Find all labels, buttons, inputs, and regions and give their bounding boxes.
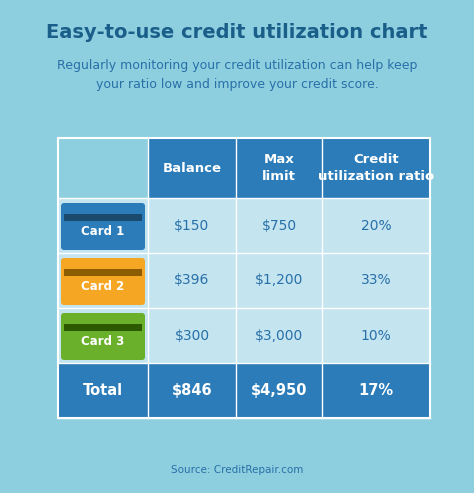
Text: Easy-to-use credit utilization chart: Easy-to-use credit utilization chart <box>46 23 428 41</box>
Text: $4,950: $4,950 <box>251 383 307 398</box>
Bar <box>64 324 142 331</box>
Text: Source: CreditRepair.com: Source: CreditRepair.com <box>171 465 303 475</box>
Bar <box>58 138 430 418</box>
Bar <box>58 253 430 308</box>
FancyBboxPatch shape <box>61 313 145 360</box>
Text: $750: $750 <box>262 218 297 233</box>
Text: Card 2: Card 2 <box>82 280 125 293</box>
Bar <box>148 138 430 198</box>
Bar <box>58 308 430 363</box>
Text: $300: $300 <box>174 328 210 343</box>
Text: $396: $396 <box>174 274 210 287</box>
Text: 20%: 20% <box>361 218 392 233</box>
Text: Max
limit: Max limit <box>262 153 296 183</box>
Bar <box>64 214 142 221</box>
Text: Regularly monitoring your credit utilization can help keep
your ratio low and im: Regularly monitoring your credit utiliza… <box>57 59 417 91</box>
Text: Credit
utilization ratio: Credit utilization ratio <box>318 153 434 183</box>
FancyBboxPatch shape <box>61 203 145 250</box>
Text: $3,000: $3,000 <box>255 328 303 343</box>
Text: $1,200: $1,200 <box>255 274 303 287</box>
Text: 17%: 17% <box>358 383 393 398</box>
Text: $150: $150 <box>174 218 210 233</box>
Bar <box>58 363 430 418</box>
Bar <box>64 269 142 276</box>
Text: Balance: Balance <box>163 162 221 175</box>
Text: Card 1: Card 1 <box>82 225 125 238</box>
FancyBboxPatch shape <box>61 258 145 305</box>
Text: 10%: 10% <box>361 328 392 343</box>
Text: $846: $846 <box>172 383 212 398</box>
Text: 33%: 33% <box>361 274 392 287</box>
Text: Total: Total <box>83 383 123 398</box>
Bar <box>58 198 430 253</box>
Text: Card 3: Card 3 <box>82 335 125 348</box>
